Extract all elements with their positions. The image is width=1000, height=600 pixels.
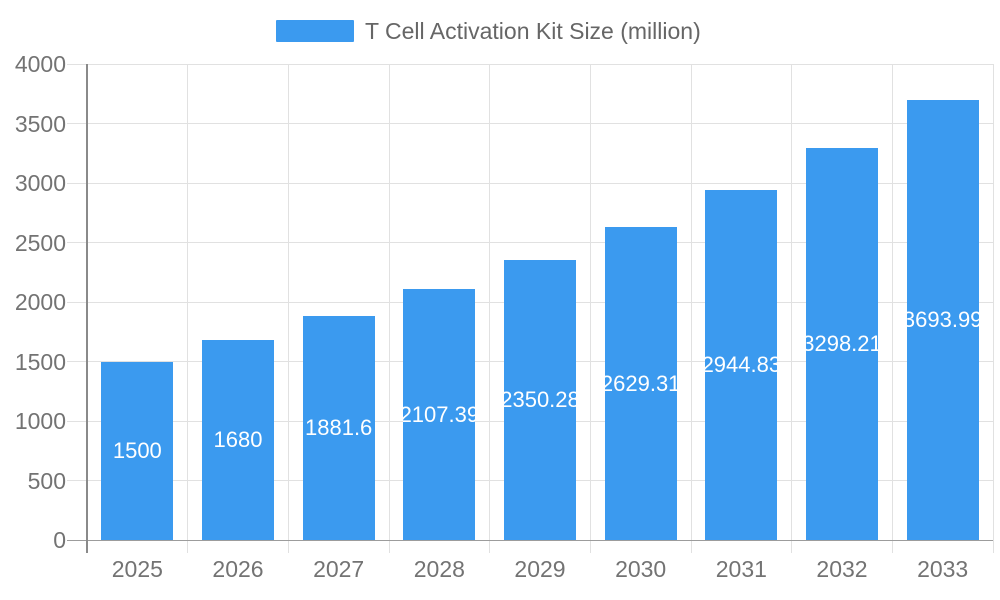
v-gridline-9 [992,64,994,540]
v-gridline-6 [690,64,692,540]
x-axis-label-2028: 2028 [413,556,465,582]
x-axis-tick-2 [287,540,289,553]
x-axis-label-2029: 2029 [514,556,566,582]
y-axis-tick-3000 [67,182,87,184]
h-gridline-3000 [87,182,993,184]
y-axis-label-3500: 3500 [14,110,66,137]
x-axis-label-2033: 2033 [917,556,969,582]
x-axis-tick-9 [992,540,994,553]
y-axis-label-0: 0 [53,527,66,553]
x-axis-line [67,539,993,541]
y-axis-label-4000: 4000 [14,51,66,77]
y-axis-tick-1000 [67,420,87,422]
x-axis-label-2032: 2032 [816,556,868,582]
legend-label: T Cell Activation Kit Size (million) [365,17,701,44]
bar-value-label-2030: 2629.31 [604,370,677,396]
bar-2027[interactable]: 1881.6 [302,316,375,540]
y-axis-tick-2500 [67,242,87,243]
h-gridline-3500 [87,123,993,124]
bar-value-label-2026: 1680 [213,427,263,453]
v-gridline-3 [388,64,390,540]
y-axis-label-1500: 1500 [14,348,66,375]
bar-2028[interactable]: 2107.39 [403,289,476,540]
bar-2032[interactable]: 3298.21 [806,147,878,540]
y-axis-tick-500 [67,480,87,481]
y-axis-line [86,64,88,553]
legend-swatch-icon [276,20,354,42]
x-axis-tick-5 [589,540,591,553]
y-axis-label-3000: 3000 [14,170,66,196]
h-gridline-2500 [87,242,993,243]
x-axis-tick-3 [388,540,390,553]
bar-value-label-2025: 1500 [112,437,162,463]
v-gridline-2 [287,64,289,540]
v-gridline-7 [791,64,793,540]
v-gridline-4 [489,64,491,540]
bar-2029[interactable]: 2350.28 [504,260,576,540]
y-axis-label-500: 500 [27,467,66,494]
bar-value-label-2031: 2944.83 [705,351,778,377]
legend[interactable]: T Cell Activation Kit Size (million) [276,17,701,44]
x-axis-label-2027: 2027 [313,556,365,582]
y-axis-label-2500: 2500 [14,229,66,256]
bar-2025[interactable]: 1500 [101,361,174,540]
y-axis-label-1000: 1000 [14,408,66,434]
bar-value-label-2027: 1881.6 [305,415,373,441]
bar-value-label-2033: 3693.99 [906,307,979,333]
v-gridline-1 [187,64,189,540]
x-axis-tick-8 [891,540,893,553]
y-axis-tick-4000 [67,63,87,65]
x-axis-tick-7 [791,540,793,553]
x-axis-label-2025: 2025 [111,556,163,582]
bar-value-label-2029: 2350.28 [504,387,576,413]
y-axis-tick-2000 [67,301,87,303]
bar-2026[interactable]: 1680 [202,340,274,540]
x-axis-label-2026: 2026 [212,556,264,582]
x-axis-tick-1 [187,540,189,553]
bar-value-label-2028: 2107.39 [403,401,476,427]
bar-2030[interactable]: 2629.31 [604,227,677,540]
x-axis-label-2030: 2030 [615,556,667,582]
bar-2033[interactable]: 3693.99 [906,100,979,540]
bar-2031[interactable]: 2944.83 [705,189,778,540]
v-gridline-5 [589,64,591,540]
y-axis-label-2000: 2000 [14,289,66,315]
x-axis-label-2031: 2031 [715,556,767,582]
x-axis-tick-4 [489,540,491,553]
y-axis-tick-3500 [67,123,87,124]
bar-value-label-2032: 3298.21 [806,330,878,356]
x-axis-tick-6 [690,540,692,553]
v-gridline-8 [891,64,893,540]
y-axis-tick-1500 [67,361,87,362]
h-gridline-4000 [87,63,993,65]
